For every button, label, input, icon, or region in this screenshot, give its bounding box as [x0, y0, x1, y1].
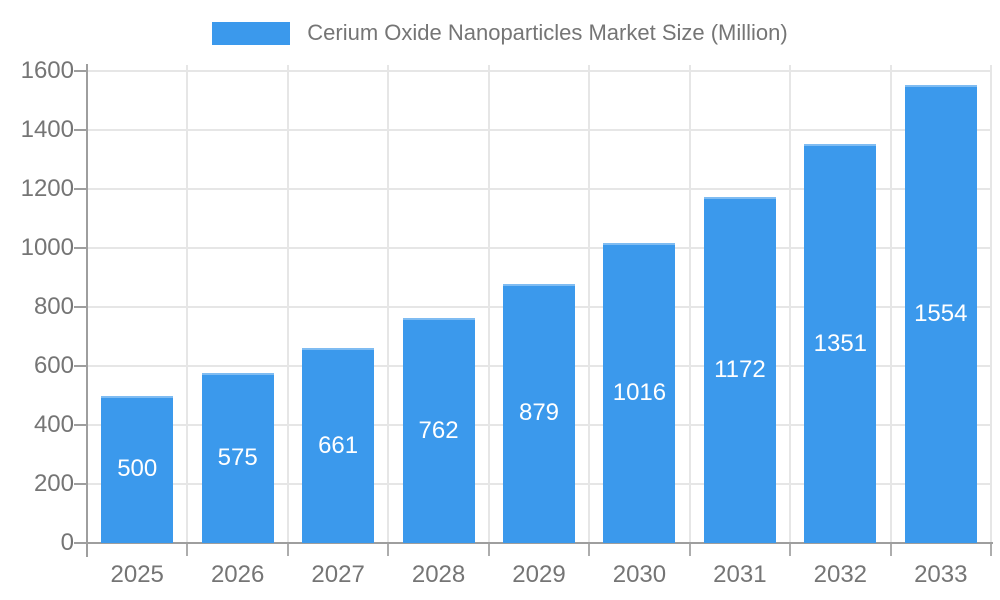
y-axis-tick — [74, 483, 87, 485]
bar[interactable] — [503, 283, 575, 543]
x-axis-tick — [387, 544, 390, 556]
bar-value-label: 1172 — [714, 356, 766, 384]
x-tick-label: 2028 — [411, 561, 466, 588]
y-tick-label: 1600 — [20, 57, 74, 84]
x-tick-label: 2029 — [512, 561, 566, 588]
bar-value-label: 879 — [518, 399, 560, 427]
y-tick-label: 1000 — [20, 234, 74, 261]
y-axis-tick — [74, 365, 87, 367]
y-axis-tick — [74, 188, 87, 190]
x-axis-tick — [990, 544, 992, 556]
y-tick-label: 200 — [33, 470, 74, 497]
bar[interactable] — [703, 197, 776, 543]
bar-value-label: 762 — [418, 416, 459, 444]
bar[interactable] — [603, 243, 676, 543]
legend-swatch[interactable] — [212, 21, 291, 45]
x-axis-tick — [186, 544, 189, 556]
x-axis-tick — [889, 544, 892, 556]
bar[interactable] — [904, 84, 977, 543]
x-axis-tick — [688, 544, 691, 556]
grid-line-y — [87, 70, 991, 72]
bar[interactable] — [101, 395, 174, 543]
grid-line-y — [87, 188, 991, 190]
grid-line-y — [87, 129, 991, 131]
y-tick-label: 1400 — [20, 116, 74, 143]
legend[interactable]: Cerium Oxide Nanoparticles Market Size (… — [0, 20, 1000, 46]
grid-line-x — [186, 65, 189, 543]
x-axis-tick — [588, 544, 591, 556]
bar-value-label: 1351 — [813, 329, 868, 357]
x-tick-label: 2027 — [311, 561, 365, 588]
y-axis-tick — [74, 129, 87, 131]
grid-line-x — [588, 65, 591, 543]
bar[interactable] — [804, 144, 877, 543]
x-tick-label: 2032 — [813, 561, 868, 588]
x-tick-label: 2026 — [210, 561, 265, 588]
grid-line-x — [387, 65, 390, 543]
grid-line-x — [688, 65, 691, 543]
bar-value-label: 500 — [117, 455, 158, 483]
grid-line-x — [990, 65, 992, 543]
bar-value-label: 1554 — [914, 299, 968, 327]
y-tick-label: 1200 — [20, 175, 74, 202]
x-axis-line — [86, 542, 993, 544]
grid-line-x — [487, 65, 490, 543]
legend-label[interactable]: Cerium Oxide Nanoparticles Market Size (… — [307, 20, 788, 45]
y-axis-tick — [74, 542, 87, 544]
y-tick-label: 400 — [33, 411, 74, 438]
x-axis-tick — [487, 544, 490, 556]
grid-line-x — [789, 65, 792, 543]
grid-line-x — [889, 65, 892, 543]
bar-value-label: 661 — [318, 431, 359, 459]
bar[interactable] — [201, 373, 274, 543]
y-axis-tick — [74, 306, 87, 308]
bar-value-label: 575 — [217, 444, 258, 472]
x-tick-label: 2033 — [914, 561, 968, 588]
bar-value-label: 1016 — [612, 379, 667, 407]
x-axis-tick — [286, 544, 289, 556]
grid-line-y — [87, 247, 991, 249]
grid-line-x — [286, 65, 289, 543]
y-axis-line — [86, 64, 88, 557]
y-axis-tick — [74, 70, 87, 72]
y-tick-label: 600 — [33, 352, 74, 379]
y-axis-tick — [74, 424, 87, 426]
x-tick-label: 2030 — [612, 561, 667, 588]
y-tick-label: 800 — [33, 293, 74, 320]
x-axis-tick — [789, 544, 792, 556]
y-tick-label: 0 — [60, 529, 74, 556]
x-tick-label: 2031 — [713, 561, 767, 588]
bar[interactable] — [402, 318, 475, 543]
y-axis-tick — [74, 247, 87, 249]
x-tick-label: 2025 — [110, 561, 164, 588]
bar[interactable] — [302, 348, 375, 543]
